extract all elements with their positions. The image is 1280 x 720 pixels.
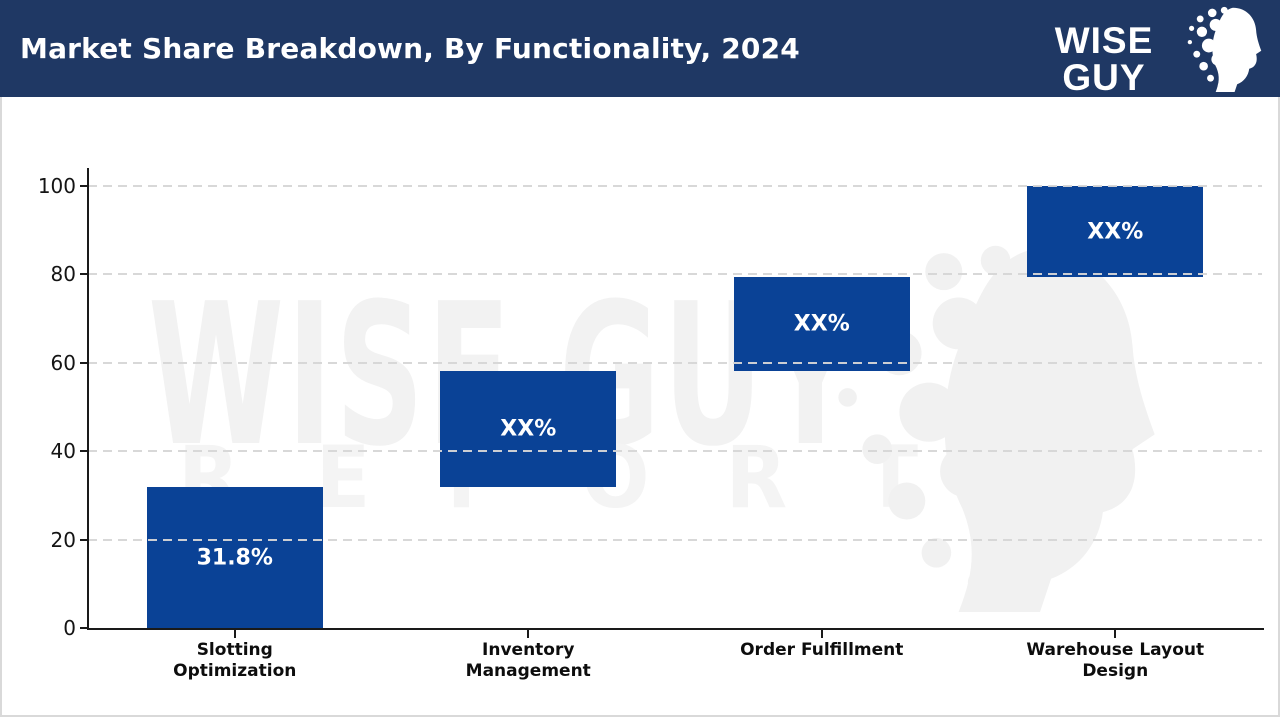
y-tick [80,538,88,541]
x-tick-label: Slotting Optimization [173,640,297,681]
x-tick-label: Warehouse Layout Design [1026,640,1205,681]
x-tick [233,630,236,638]
y-tick [80,361,88,364]
y-tick-label: 80 [50,262,76,287]
y-tick [80,185,88,187]
y-axis-line [87,168,89,630]
y-tick-label: 0 [63,616,76,640]
brand-name: WISE GUY [1054,20,1154,98]
y-tick [80,627,88,629]
waterfall-bar [146,487,323,628]
grid-line [88,538,1262,541]
y-tick-label: 40 [50,439,76,464]
x-tick-label: Inventory Management [465,640,591,681]
bar-value-label: 31.8% [196,545,273,571]
bar-value-label: XX% [500,416,557,442]
dotted-head-icon [1187,6,1262,92]
waterfall-bar [733,277,910,371]
y-tick [80,450,88,453]
grid-line [88,450,1262,453]
grid-line [88,185,1262,187]
waterfall-bar [1027,186,1204,278]
grid-line [88,361,1262,364]
x-axis-line [87,628,1264,630]
x-tick [820,630,823,638]
y-tick [80,273,88,276]
bar-value-label: XX% [1087,219,1144,245]
x-tick-label: Order Fulfillment [740,640,904,660]
bar-value-label: XX% [793,311,850,337]
y-tick-label: 20 [50,527,76,552]
y-tick-label: 100 [37,174,76,198]
x-tick [527,630,530,638]
y-tick-label: 60 [50,350,76,375]
grid-line [88,273,1262,276]
waterfall-bar [440,370,617,488]
chart-title: Market Share Breakdown, By Functionality… [20,32,800,65]
watermark-dotted-head [838,245,1155,612]
x-tick [1114,630,1117,638]
